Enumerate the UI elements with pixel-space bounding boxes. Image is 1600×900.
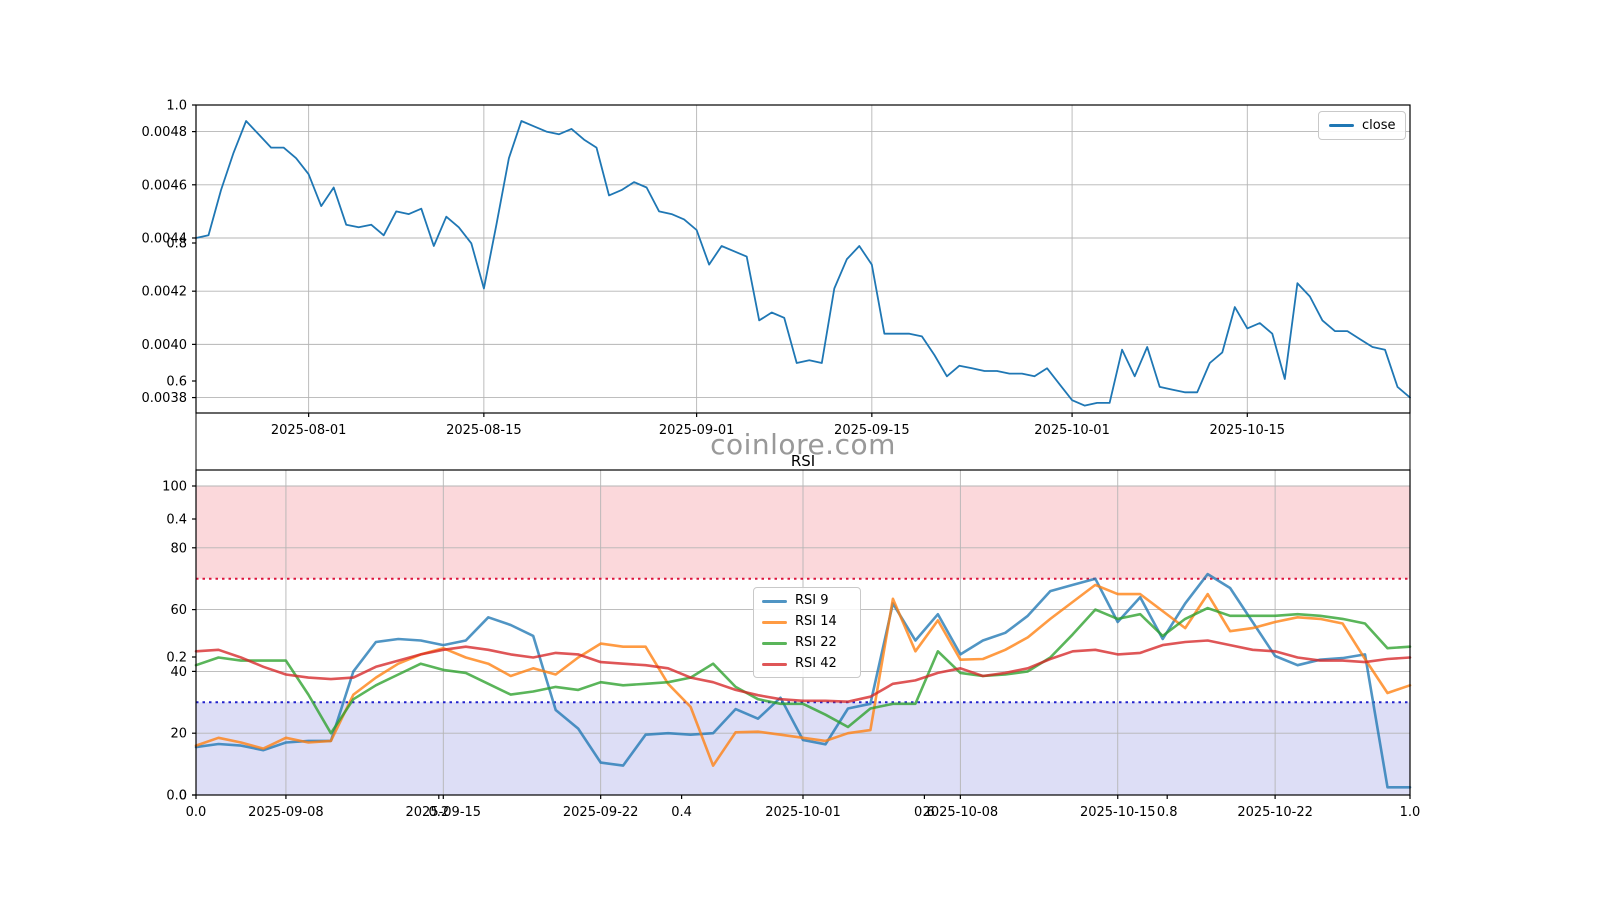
overlay-y-tick-label: 0.6 bbox=[166, 375, 187, 390]
legend-row-rsi14: RSI 14 bbox=[762, 614, 852, 630]
rsi9-line bbox=[194, 572, 1412, 789]
x-tick-label: 2025-09-15 bbox=[834, 423, 910, 438]
overlay-x-tick-label: 1.0 bbox=[1400, 805, 1421, 820]
overlay-y-tick-label: 1.0 bbox=[166, 99, 187, 114]
y-tick-label: 20 bbox=[170, 727, 187, 742]
legend-label-rsi14: RSI 14 bbox=[795, 614, 837, 629]
close-line bbox=[195, 120, 1411, 407]
legend-row-rsi42: RSI 42 bbox=[762, 656, 852, 672]
y-tick-label: 0.0046 bbox=[142, 178, 188, 193]
y-tick-label: 80 bbox=[170, 541, 187, 556]
x-tick-label: 2025-10-15 bbox=[1080, 805, 1156, 820]
x-tick-label: 2025-09-15 bbox=[406, 805, 482, 820]
x-tick-label: 2025-10-08 bbox=[923, 805, 999, 820]
close-line-swatch bbox=[1329, 124, 1354, 127]
x-tick-label: 2025-10-22 bbox=[1237, 805, 1313, 820]
legend-row-rsi22: RSI 22 bbox=[762, 635, 852, 651]
rsi22-line bbox=[194, 606, 1412, 735]
overlay-x-tick-label: 0.0 bbox=[186, 805, 207, 820]
x-tick-label: 2025-09-08 bbox=[248, 805, 324, 820]
y-tick-label: 40 bbox=[170, 665, 187, 680]
overlay-y-tick-label: 0.8 bbox=[166, 237, 187, 252]
rsi22-line-swatch bbox=[762, 641, 787, 645]
overlay-y-tick-label: 0.0 bbox=[166, 789, 187, 804]
price-legend: close bbox=[1318, 111, 1407, 140]
rsi-legend: RSI 9 RSI 14 RSI 22 RSI 42 bbox=[753, 587, 861, 678]
y-tick-label: 0.0048 bbox=[142, 125, 188, 140]
watermark: coinlore.com bbox=[710, 428, 896, 461]
legend-label-close: close bbox=[1362, 117, 1396, 133]
y-tick-label: 60 bbox=[170, 603, 187, 618]
legend-row-rsi9: RSI 9 bbox=[762, 593, 852, 609]
overlay-y-tick-label: 0.2 bbox=[166, 651, 187, 666]
rsi-chart-title: RSI bbox=[790, 452, 816, 470]
rsi14-line-swatch bbox=[762, 620, 787, 624]
price-axes-border bbox=[195, 104, 1411, 414]
legend-label-rsi22: RSI 22 bbox=[795, 635, 837, 650]
x-tick-label: 2025-08-01 bbox=[271, 423, 347, 438]
overlay-x-tick-label: 0.4 bbox=[671, 805, 692, 820]
rsi42-line bbox=[194, 639, 1412, 704]
y-tick-label: 0.0040 bbox=[142, 338, 188, 353]
legend-label-rsi42: RSI 42 bbox=[795, 656, 837, 671]
x-tick-label: 2025-09-01 bbox=[659, 423, 735, 438]
x-tick-label: 2025-10-15 bbox=[1210, 423, 1286, 438]
x-tick-label: 2025-10-01 bbox=[765, 805, 841, 820]
overlay-x-tick-label: 0.6 bbox=[914, 805, 935, 820]
overlay-x-tick-label: 0.2 bbox=[428, 805, 449, 820]
rsi42-line-swatch bbox=[762, 662, 787, 666]
x-tick-label: 2025-08-15 bbox=[446, 423, 522, 438]
overlay-y-tick-label: 0.4 bbox=[166, 513, 187, 528]
overlay-x-tick-label: 0.8 bbox=[1157, 805, 1178, 820]
rsi9-line-swatch bbox=[762, 599, 787, 603]
y-tick-label: 0 bbox=[179, 789, 187, 804]
legend-label-rsi9: RSI 9 bbox=[795, 593, 829, 608]
y-tick-label: 0.0044 bbox=[142, 231, 188, 246]
legend-row-close: close bbox=[1329, 118, 1395, 134]
x-tick-label: 2025-09-22 bbox=[563, 805, 639, 820]
rsi14-line bbox=[194, 583, 1412, 767]
y-tick-label: 0.0042 bbox=[142, 285, 188, 300]
x-tick-label: 2025-10-01 bbox=[1034, 423, 1110, 438]
y-tick-label: 0.0038 bbox=[142, 391, 188, 406]
y-tick-label: 100 bbox=[162, 480, 187, 495]
